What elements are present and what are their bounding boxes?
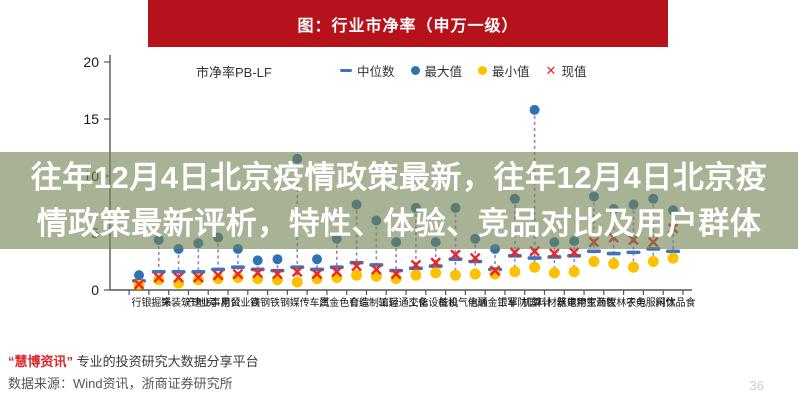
x-category-label: 电子 bbox=[623, 297, 645, 308]
x-category-label: 传媒 bbox=[287, 297, 309, 308]
x-category-label: 非银金融 bbox=[475, 297, 517, 308]
legend-label: 最小值 bbox=[492, 65, 530, 79]
dot-icon bbox=[478, 66, 488, 75]
headline-line-1: 往年12月4日北京疫情政策最新，往年12月4日北京疫 bbox=[30, 159, 768, 195]
x-category-label: 计算机 bbox=[519, 297, 551, 308]
legend-item: 中位数 bbox=[340, 61, 395, 80]
x-category-label: 汽车 bbox=[307, 297, 329, 308]
median-dash-icon bbox=[340, 69, 352, 72]
x-category-label: 机械设备 bbox=[415, 297, 457, 308]
x-category-label: 通信 bbox=[465, 297, 487, 308]
x-category-label: 房地产 bbox=[183, 297, 215, 308]
figure-title: 图：行业市净率（申万一级） bbox=[297, 17, 519, 35]
figure-title-banner: 图：行业市净率（申万一级） bbox=[148, 0, 668, 47]
footer-brand-line: “慧博资讯” 专业的投资研究大数据分享平台 bbox=[8, 351, 259, 370]
x-category-label: 化工 bbox=[405, 297, 427, 308]
x-category-label: 建筑装饰 bbox=[158, 297, 200, 308]
x-mark-icon: ✕ bbox=[545, 63, 557, 78]
legend-item: 最小值 bbox=[478, 61, 530, 80]
y-axis-title: 市净率PB-LF bbox=[196, 65, 272, 80]
x-category-label: 钢铁 bbox=[267, 297, 289, 308]
legend-item: ✕ 现值 bbox=[546, 61, 587, 80]
legend-label: 现值 bbox=[561, 65, 587, 79]
y-tick-label: 0 bbox=[91, 282, 99, 298]
x-category-label: 有色金属 bbox=[316, 297, 358, 308]
data-source-line: 数据来源：Wind资讯，浙商证券研究所 bbox=[8, 376, 233, 391]
x-category-label: 食品饮料 bbox=[653, 297, 695, 308]
legend-label: 最大值 bbox=[424, 65, 463, 79]
x-category-label: 电气设备 bbox=[435, 297, 477, 308]
headline-line-2: 情政策最新评析，特性、体验、竞品对比及用户群体 bbox=[36, 205, 762, 241]
x-category-label: 采掘 bbox=[148, 297, 170, 308]
x-category-label: 家用电器 bbox=[554, 297, 596, 308]
y-tick-label: 15 bbox=[83, 111, 99, 127]
legend-item: 最大值 bbox=[410, 61, 463, 80]
legend-label: 中位数 bbox=[357, 65, 395, 79]
x-category-label: 公用事业 bbox=[198, 297, 240, 308]
x-category-label: 建筑材料 bbox=[534, 297, 576, 308]
headline-overlay: 往年12月4日北京疫情政策最新，往年12月4日北京疫 情政策最新评析，特性、体验… bbox=[0, 152, 798, 249]
x-category-label: 医药生物 bbox=[573, 297, 615, 308]
x-category-label: 综合 bbox=[346, 297, 368, 308]
x-category-label: 商业贸易 bbox=[217, 297, 259, 308]
brand-name: “慧博资讯” bbox=[8, 354, 74, 369]
x-category-label: 交通运输 bbox=[376, 297, 418, 308]
x-category-label: 国防军工 bbox=[494, 297, 536, 308]
chart-legend: 中位数 最大值 最小值 ✕ 现值 bbox=[340, 61, 586, 80]
x-category-label: 轻工制造 bbox=[356, 297, 398, 308]
x-category-label: 银行 bbox=[129, 297, 150, 308]
y-tick-label: 20 bbox=[83, 54, 99, 70]
x-category-label: 休闲服务 bbox=[633, 297, 675, 308]
dot-icon bbox=[410, 66, 420, 75]
x-category-label: 钢铁 bbox=[247, 297, 269, 308]
x-category-label: 农林牧渔 bbox=[593, 297, 635, 308]
brand-slogan: 专业的投资研究大数据分享平台 bbox=[73, 354, 259, 369]
page-number: 36 bbox=[749, 378, 764, 393]
